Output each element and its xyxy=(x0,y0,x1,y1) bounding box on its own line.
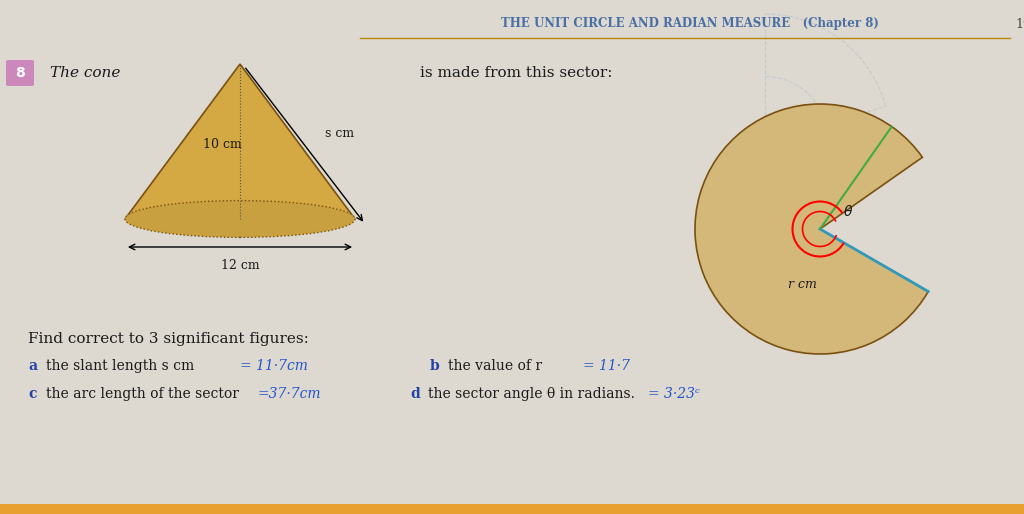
Text: = 11·7cm: = 11·7cm xyxy=(240,359,308,373)
Text: = 3·23ᶜ: = 3·23ᶜ xyxy=(648,387,699,401)
Text: s cm: s cm xyxy=(326,127,354,140)
Text: The cone: The cone xyxy=(50,66,121,80)
Text: 8: 8 xyxy=(15,66,25,80)
Text: the value of r: the value of r xyxy=(449,359,542,373)
Text: the sector angle θ in radians.: the sector angle θ in radians. xyxy=(428,387,635,401)
Text: THE UNIT CIRCLE AND RADIAN MEASURE   (Chapter 8): THE UNIT CIRCLE AND RADIAN MEASURE (Chap… xyxy=(501,17,879,30)
Text: 12 cm: 12 cm xyxy=(221,259,259,272)
Text: a: a xyxy=(28,359,37,373)
Text: =37·7cm: =37·7cm xyxy=(258,387,322,401)
Text: r cm: r cm xyxy=(787,278,816,290)
Wedge shape xyxy=(695,104,928,354)
Text: Find correct to 3 significant figures:: Find correct to 3 significant figures: xyxy=(28,332,309,346)
Text: is made from this sector:: is made from this sector: xyxy=(420,66,612,80)
Text: d: d xyxy=(410,387,420,401)
Text: 19: 19 xyxy=(1015,17,1024,30)
Polygon shape xyxy=(125,64,355,219)
Text: 10 cm: 10 cm xyxy=(203,138,242,151)
Text: the arc length of the sector: the arc length of the sector xyxy=(46,387,239,401)
Text: = 11·7: = 11·7 xyxy=(583,359,630,373)
Text: the slant length s cm: the slant length s cm xyxy=(46,359,195,373)
Ellipse shape xyxy=(125,200,355,237)
Bar xyxy=(0,504,1024,514)
FancyBboxPatch shape xyxy=(6,60,34,86)
Text: $\theta$: $\theta$ xyxy=(843,204,853,218)
Text: c: c xyxy=(28,387,37,401)
Text: b: b xyxy=(430,359,439,373)
